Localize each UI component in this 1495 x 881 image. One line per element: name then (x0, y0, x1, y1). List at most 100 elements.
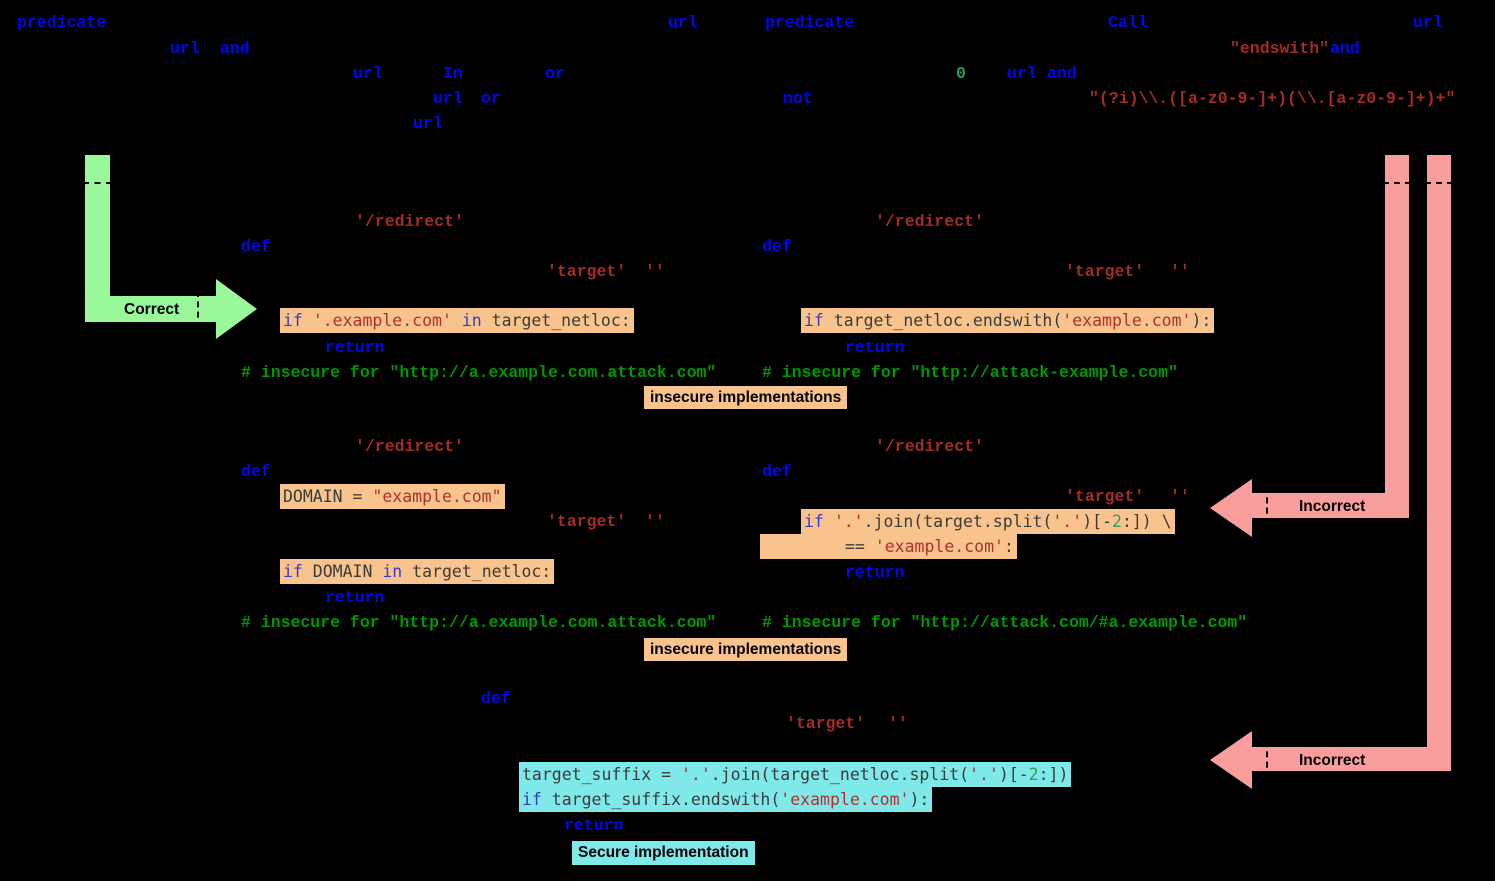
incorrect-arrowhead-icon (1210, 479, 1252, 537)
ast-node-url: url (668, 13, 698, 32)
highlighted-code-line-join-split: if '.'.join(target.split('.')[-2:]) \ (801, 509, 1175, 534)
code-segment: == (845, 537, 875, 556)
def-keyword: def (241, 237, 271, 256)
code-segment: if (283, 562, 303, 581)
code-segment: '.' (833, 512, 864, 531)
code-segment: )[- (998, 765, 1029, 784)
correct-arrow-boundary-dash (83, 182, 112, 184)
insecure-comment: # insecure for "http://a.example.com.att… (241, 363, 717, 382)
highlighted-code-line-equals-example: == 'example.com': (760, 534, 1017, 559)
return-keyword: return (564, 816, 624, 835)
incorrect-arrow-1-vertical-bar (1385, 155, 1409, 518)
incorrect-arrow-2-vertical-bar (1427, 155, 1451, 771)
ast-node-not: not (783, 89, 813, 108)
code-segment: DOMAIN = (283, 487, 373, 506)
ast-node-url: url (433, 89, 463, 108)
code-segment: target_suffix = (522, 765, 681, 784)
return-keyword: return (325, 588, 385, 607)
ast-node-zero-literal: 0 (956, 64, 966, 83)
empty-string: '' (645, 512, 665, 531)
ast-node-call: Call (1108, 13, 1148, 32)
ast-node-endswith-string: "endswith" (1230, 39, 1330, 58)
incorrect-arrow-1-label: Incorrect (1299, 498, 1366, 515)
code-segment: .join(target.split( (863, 512, 1053, 531)
target-string: 'target' (547, 262, 627, 281)
code-segment: in (461, 311, 482, 330)
code-segment: ): (1191, 311, 1212, 330)
empty-string: '' (888, 714, 908, 733)
insecure-comment: # insecure for "http://attack.com/#a.exa… (762, 613, 1248, 632)
insecure-comment: # insecure for "http://a.example.com.att… (241, 613, 717, 632)
code-segment: if (522, 790, 542, 809)
code-segment: target_netloc: (481, 311, 631, 330)
insecure-comment: # insecure for "http://attack-example.co… (762, 363, 1178, 382)
code-segment: in (382, 562, 403, 581)
route-string: '/redirect' (875, 437, 984, 456)
code-segment: 'example.com' (874, 537, 1004, 556)
highlighted-code-line-domain: DOMAIN = "example.com" (280, 484, 505, 509)
highlighted-code-line-endswith: if target_netloc.endswith('example.com')… (801, 308, 1215, 333)
code-segment: '.' (680, 765, 711, 784)
correct-arrowhead-icon (216, 279, 257, 339)
ast-node-in: In (443, 64, 463, 83)
code-segment: :]) \ (1121, 512, 1172, 531)
target-string: 'target' (1065, 262, 1145, 281)
highlighted-code-line-if-in: if '.example.com' in target_netloc: (280, 308, 634, 333)
code-segment: if (283, 311, 303, 330)
return-keyword: return (845, 338, 905, 357)
def-keyword: def (481, 689, 511, 708)
insecure-implementations-label: insecure implementations (644, 638, 848, 661)
ast-node-predicate-left: predicate (17, 13, 107, 32)
incorrect-arrow-2-label: Incorrect (1299, 752, 1366, 769)
empty-string: '' (1170, 262, 1190, 281)
incorrect-arrow-2-boundary-dash (1425, 182, 1453, 184)
secure-implementation-label: Secure implementation (572, 841, 755, 865)
code-segment: if (804, 311, 824, 330)
code-segment: :]) (1038, 765, 1069, 784)
highlighted-code-line-if-domain-in: if DOMAIN in target_netloc: (280, 559, 555, 584)
incorrect-arrowhead-icon (1210, 731, 1252, 789)
code-segment: target_suffix.endswith( (541, 790, 781, 809)
highlighted-code-line-target-suffix: target_suffix = '.'.join(target_netloc.s… (519, 762, 1072, 787)
ast-node-regex-literal: "(?i)\\.([a-z0-9-]+)(\\.[a-z0-9-]+)+" (1089, 89, 1456, 108)
insecure-implementations-label: insecure implementations (644, 386, 848, 409)
ast-node-url: url (353, 64, 383, 83)
def-keyword: def (762, 462, 792, 481)
correct-arrow-boundary-dash (197, 291, 199, 328)
code-segment: '.' (1052, 512, 1083, 531)
code-segment: 'example.com' (780, 790, 910, 809)
code-segment: 2 (1112, 512, 1122, 531)
ast-node-url: url (413, 114, 443, 133)
ast-node-url: url (1413, 13, 1443, 32)
code-segment (824, 512, 834, 531)
code-segment: .join(target_netloc.split( (710, 765, 970, 784)
incorrect-arrow-2-horizontal-bar (1252, 747, 1451, 771)
code-segment: '.' (969, 765, 999, 784)
code-segment: ): (909, 790, 930, 809)
empty-string: '' (1170, 487, 1190, 506)
incorrect-arrow-1-boundary-dash (1383, 182, 1411, 184)
correct-arrow-label: Correct (124, 301, 180, 318)
target-string: 'target' (786, 714, 866, 733)
code-segment: 'example.com' (1062, 311, 1192, 330)
correct-arrow-horizontal-bar (85, 296, 216, 322)
route-string: '/redirect' (355, 437, 464, 456)
return-keyword: return (325, 338, 385, 357)
ast-node-url: url (170, 39, 200, 58)
code-segment: : (1003, 537, 1014, 556)
route-string: '/redirect' (875, 212, 984, 231)
code-segment: "example.com" (372, 487, 502, 506)
code-segment: '.example.com' (312, 311, 452, 330)
return-keyword: return (845, 563, 905, 582)
def-keyword: def (241, 462, 271, 481)
incorrect-arrow-1-horizontal-bar (1252, 493, 1409, 518)
code-segment: if (804, 512, 824, 531)
def-keyword: def (762, 237, 792, 256)
ast-node-and: and (1047, 64, 1077, 83)
code-segment: target_netloc: (402, 562, 552, 581)
code-segment: target_netloc.endswith( (823, 311, 1063, 330)
code-segment (452, 311, 462, 330)
incorrect-arrow-2-boundary-dash (1266, 741, 1268, 778)
ast-node-or: or (481, 89, 501, 108)
code-segment: DOMAIN (302, 562, 383, 581)
